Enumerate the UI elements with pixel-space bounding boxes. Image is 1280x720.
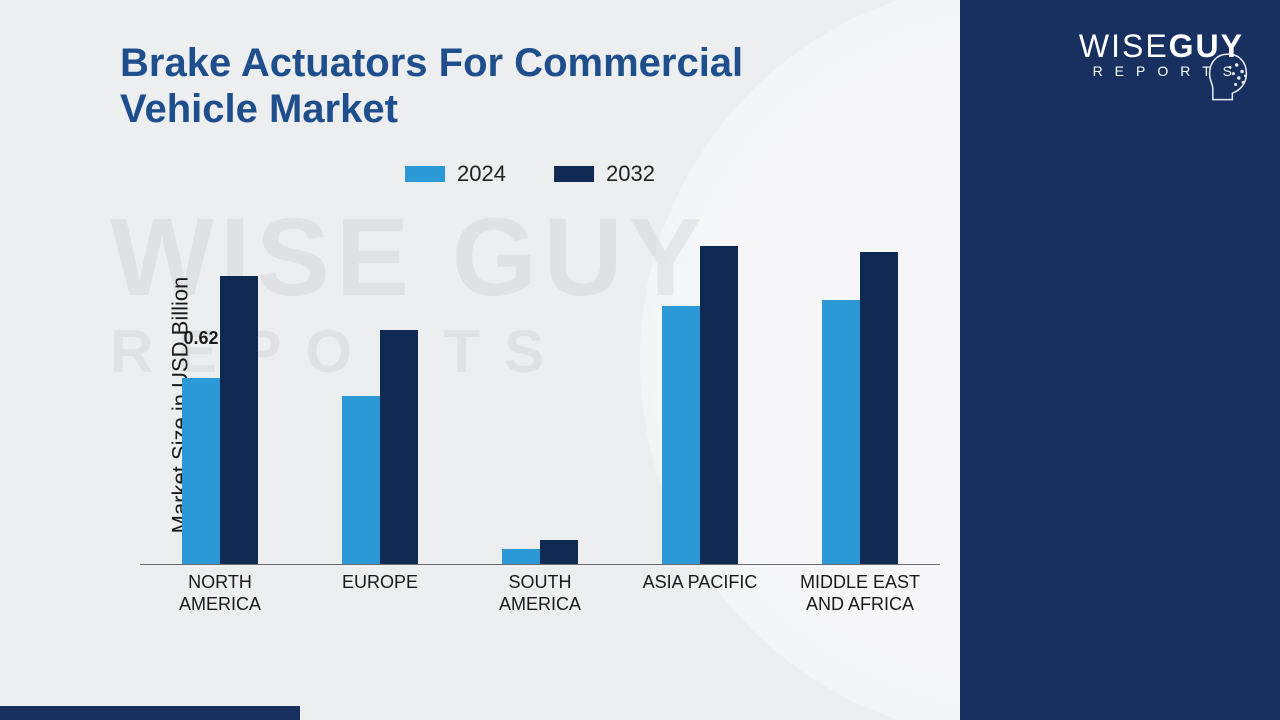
bar-2024 — [822, 300, 860, 564]
plot-area: NORTH AMERICA0.62 EUROPE SOUTH AMERICA ASIA… — [140, 205, 940, 565]
bar-chart: Market Size in USD Billion 2024 2032 NOR… — [100, 165, 960, 645]
bar-group: EUROPE — [342, 330, 418, 564]
bar-2024 — [662, 306, 700, 564]
legend-swatch-2024 — [405, 166, 445, 182]
legend-item-2032: 2032 — [554, 161, 655, 187]
legend-label-2024: 2024 — [457, 161, 506, 187]
x-axis-label: EUROPE — [310, 572, 450, 594]
page: WISE GUY REPORTS WISEGUY REPORTS Brake A… — [0, 0, 1280, 720]
legend-label-2032: 2032 — [606, 161, 655, 187]
x-axis-label: NORTH AMERICA — [150, 572, 290, 615]
bar-2024 — [182, 378, 220, 564]
x-axis-label: MIDDLE EAST AND AFRICA — [790, 572, 930, 615]
bar-group: ASIA PACIFIC — [662, 246, 738, 564]
bar-group: SOUTH AMERICA — [502, 540, 578, 564]
bar-2032 — [860, 252, 898, 564]
legend: 2024 2032 — [405, 161, 655, 187]
bar-group: NORTH AMERICA0.62 — [182, 276, 258, 564]
bar-2024 — [502, 549, 540, 564]
bar-2024 — [342, 396, 380, 564]
bar-2032 — [700, 246, 738, 564]
bar-group: MIDDLE EAST AND AFRICA — [822, 252, 898, 564]
x-axis-label: ASIA PACIFIC — [630, 572, 770, 594]
logo-brand-a: WISE — [1079, 28, 1169, 64]
x-axis-label: SOUTH AMERICA — [470, 572, 610, 615]
chart-title: Brake Actuators For Commercial Vehicle M… — [120, 40, 760, 132]
head-network-icon — [1206, 52, 1250, 104]
bar-2032 — [220, 276, 258, 564]
legend-swatch-2032 — [554, 166, 594, 182]
brand-logo: WISEGUY REPORTS — [1079, 28, 1244, 79]
bar-2032 — [540, 540, 578, 564]
footer-accent-bar — [0, 706, 300, 720]
bar-2032 — [380, 330, 418, 564]
legend-item-2024: 2024 — [405, 161, 506, 187]
bar-value-label: 0.62 — [183, 328, 218, 353]
brand-panel — [960, 0, 1280, 720]
